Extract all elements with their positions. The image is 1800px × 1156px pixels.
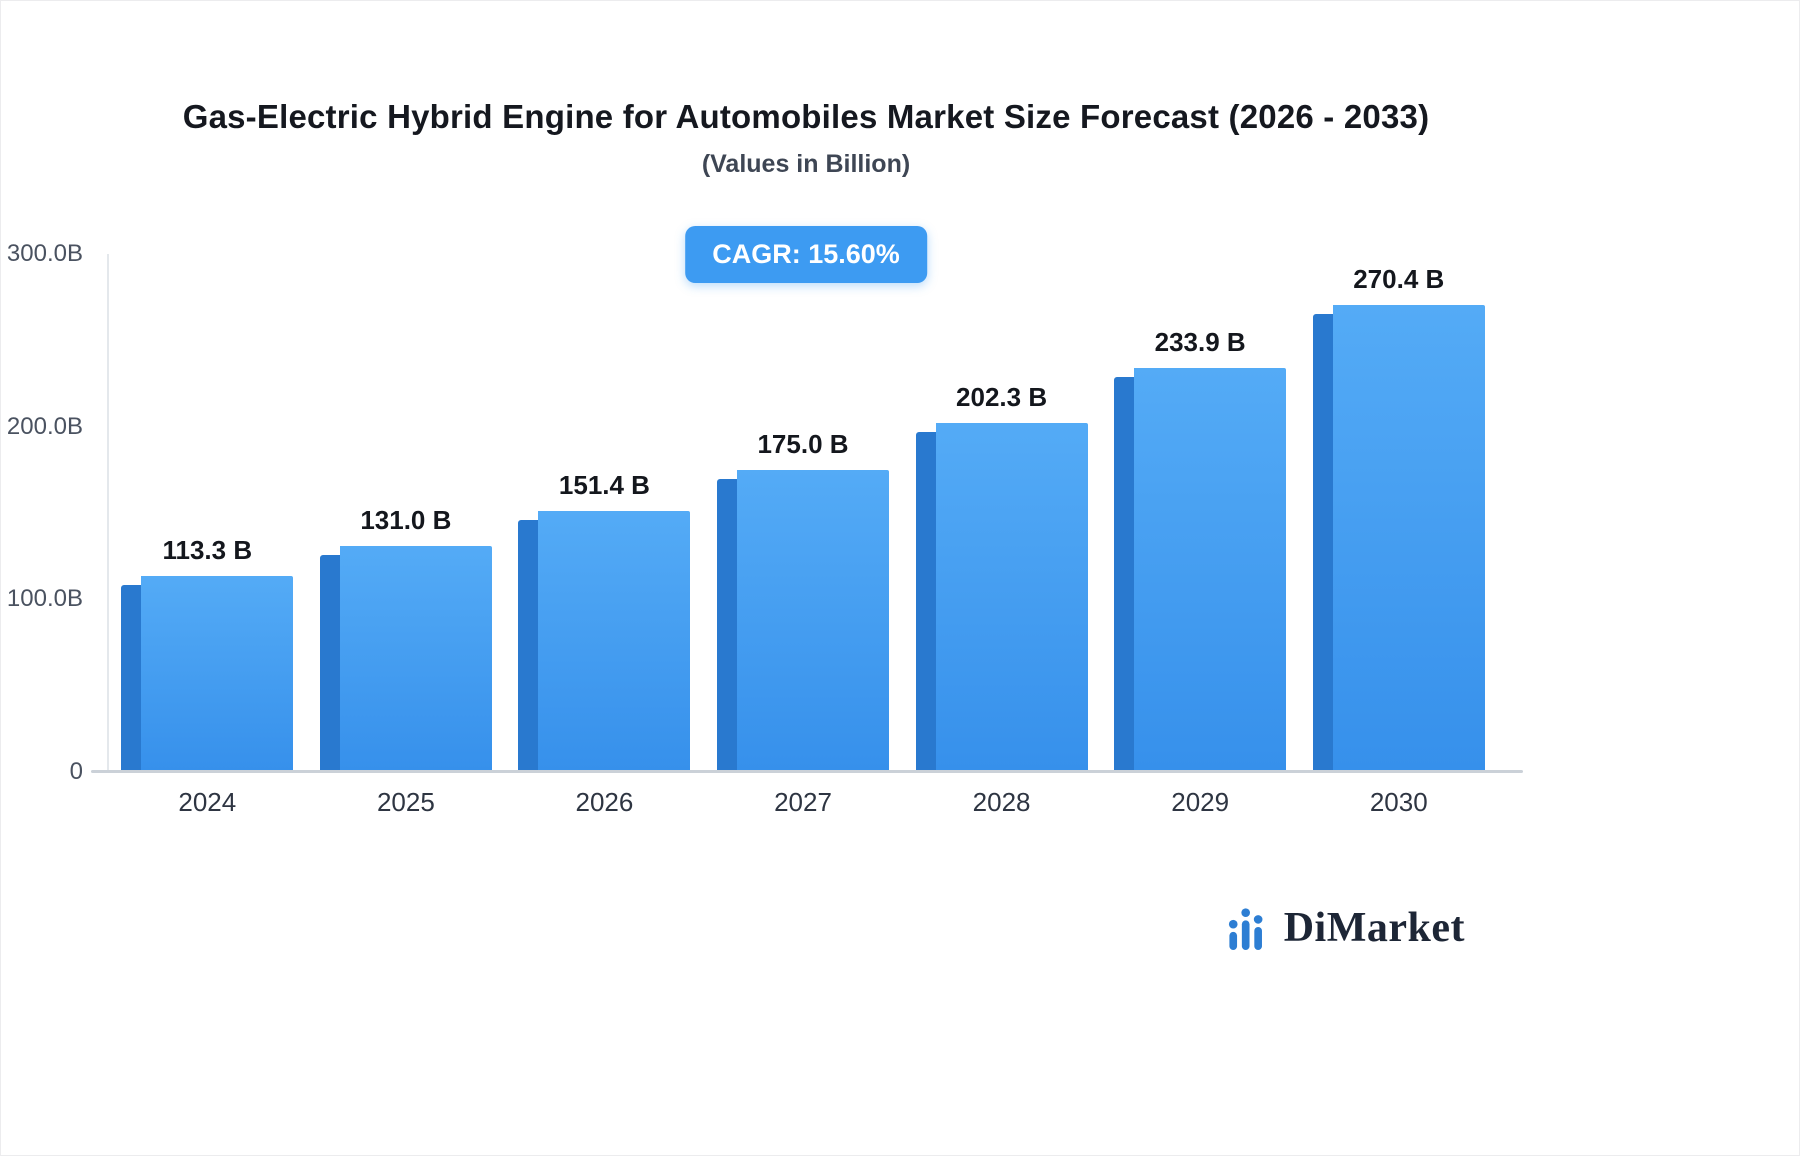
bar-side-face [518,519,539,772]
cagr-badge: CAGR: 15.60% [685,226,927,283]
x-axis-line [91,770,1523,773]
y-axis-tick-0: 0 [69,758,83,785]
x-axis-label-2025: 2025 [376,787,435,817]
bar-side-face [1312,314,1333,772]
bar-front-face [538,510,691,772]
bar-2030 [1312,305,1485,772]
y-axis-tick-100: 100.0B [6,585,83,613]
bar-front-face [737,469,890,772]
bar-2025 [319,545,492,772]
bar-side-face [1114,377,1135,772]
bar-value-label: 270.4 B [1353,264,1445,295]
bar-side-face [717,478,738,772]
x-axis-label-2024: 2024 [178,787,237,817]
bar-front-face [141,576,294,772]
bar-value-label: 113.3 B [162,535,253,566]
bar-value-label: 202.3 B [956,381,1048,412]
x-axis: 2024 2025 2026 2027 2028 2029 2030 [108,787,1498,818]
x-axis-label-2030: 2030 [1369,787,1428,817]
bar-2024 [121,576,294,772]
bar-front-face [935,422,1088,772]
bar-2027 [717,469,890,772]
bar-column-2024: 113.3 B [108,254,307,772]
bar-column-2029: 233.9 B [1101,254,1300,772]
bar-value-label: 131.0 B [360,504,452,535]
bar-front-face [1134,368,1287,772]
logo-bar-chart-icon [1228,908,1263,951]
x-axis-label-2027: 2027 [774,787,832,817]
y-axis-line [107,254,109,772]
bar-value-label: 233.9 B [1154,327,1246,358]
bar-2028 [915,422,1088,772]
y-axis: 300.0B 200.0B 100.0B 0 [1,240,89,785]
bar-front-face [339,545,492,772]
chart-title: Gas-Electric Hybrid Engine for Automobil… [182,98,1430,135]
bar-2026 [518,510,691,772]
bar-side-face [319,554,340,772]
bar-column-2026: 151.4 B [505,254,704,772]
bar-2029 [1114,368,1287,772]
bar-column-2030: 270.4 B [1299,254,1498,772]
bar-value-label: 175.0 B [757,428,849,459]
x-axis-label-2028: 2028 [972,787,1031,817]
dimarket-logo: DiMarket [1227,904,1465,952]
x-axis-label-2026: 2026 [575,787,634,817]
bar-side-face [121,585,142,772]
bar-value-label: 151.4 B [558,469,650,500]
logo-text: DiMarket [1283,905,1465,951]
bar-chart-plot-area: 113.3 B 131.0 B 151.4 B 175.0 B 202.3 B 233.9… [108,254,1498,772]
bar-column-2025: 131.0 B [307,254,506,772]
chart-subtitle: (Values in Billion) [701,150,911,178]
bar-side-face [915,431,936,772]
bar-column-2028: 202.3 B [902,254,1101,772]
y-axis-tick-300: 300.0B [6,240,83,267]
bar-front-face [1332,305,1485,772]
x-axis-label-2029: 2029 [1171,787,1230,817]
y-axis-tick-200: 200.0B [6,412,83,440]
bar-column-2027: 175.0 B [704,254,903,772]
